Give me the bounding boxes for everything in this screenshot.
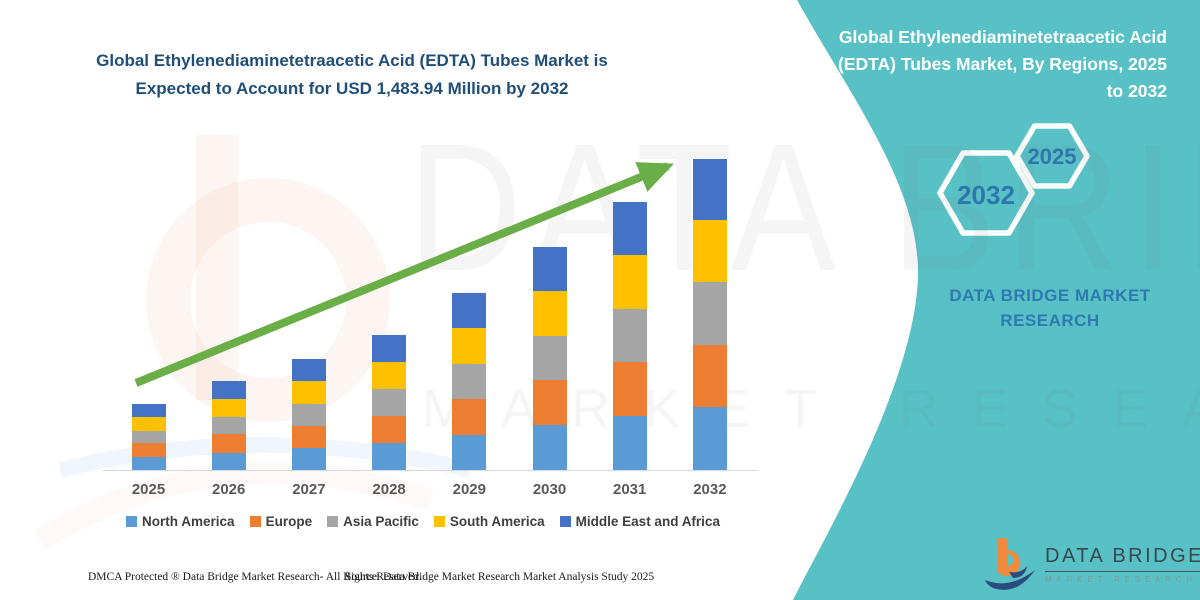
panel-title: Global Ethylenediaminetetraacetic Acid (… (837, 27, 1167, 102)
bar-segment-europe (532, 380, 567, 426)
hexagon-2025 (1014, 123, 1090, 189)
legend-label: North America (142, 514, 235, 529)
bar-segment-south-america (532, 291, 567, 337)
bar-segment-middle-east-and-africa (692, 159, 727, 221)
chart-legend: North America Europe Asia Pacific South Ame… (85, 514, 761, 529)
logo-watermark (34, 135, 472, 550)
source-text: Source: Data Bridge Market Research Mark… (345, 571, 655, 583)
dmca-copyright-text: DMCA Protected ® Data Bridge Market Rese… (88, 571, 422, 583)
bar-segment-north-america (452, 434, 487, 471)
stacked-bar-2026 (211, 381, 246, 471)
hexagon-2032 (937, 150, 1035, 236)
bar-segment-south-america (612, 254, 647, 309)
legend-swatch-icon (249, 516, 261, 527)
bar-segment-middle-east-and-africa (452, 292, 487, 329)
legend-label: Middle East and Africa (575, 514, 720, 529)
bar-segment-middle-east-and-africa (612, 201, 647, 255)
legend-swatch-icon (433, 516, 445, 527)
bar-segment-south-america (131, 417, 166, 432)
bar-segment-asia-pacific (372, 389, 407, 416)
bar-segment-middle-east-and-africa (211, 381, 246, 399)
stacked-bar-2029 (452, 292, 487, 471)
bar-segment-north-america (131, 456, 166, 471)
legend-item-middle-east-and-africa: Middle East and Africa (559, 514, 720, 529)
legend-swatch-icon (126, 516, 138, 527)
stacked-bar-2031 (612, 201, 647, 471)
x-axis-tick-2026: 2026 (212, 481, 246, 498)
logo-subtitle-text: MARKET RESEARCH (1045, 574, 1197, 584)
bar-segment-europe (692, 345, 727, 408)
bar-segment-north-america (612, 415, 647, 471)
bar-segment-middle-east-and-africa (291, 358, 326, 382)
stacked-bar-2028 (372, 335, 407, 471)
bar-segment-asia-pacific (532, 336, 567, 381)
bar-segment-europe (372, 415, 407, 444)
x-axis-tick-2032: 2032 (693, 481, 727, 498)
legend-label: Europe (265, 514, 313, 529)
x-axis-tick-2025: 2025 (131, 481, 166, 498)
hexagon-year-2025: 2025 (1027, 144, 1077, 169)
legend-item-europe: Europe (249, 514, 313, 529)
bar-segment-asia-pacific (211, 417, 246, 435)
bar-segment-europe (291, 425, 326, 448)
bar-segment-north-america (692, 407, 727, 471)
legend-swatch-icon (327, 516, 339, 527)
bar-segment-europe (612, 362, 647, 416)
legend-swatch-icon (559, 516, 571, 527)
stacked-bar-2032 (692, 159, 727, 471)
legend-label: Asia Pacific (343, 514, 419, 529)
x-axis-tick-2028: 2028 (372, 481, 406, 498)
bar-segment-north-america (291, 447, 326, 471)
bar-segment-south-america (372, 361, 407, 390)
x-axis-tick-2030: 2030 (532, 481, 567, 498)
x-axis-tick-2027: 2027 (292, 481, 326, 498)
bar-segment-middle-east-and-africa (372, 335, 407, 362)
stacked-bar-2025 (131, 403, 166, 471)
stacked-bar-2030 (532, 246, 567, 471)
bar-segment-europe (131, 443, 166, 457)
hexagon-year-2032: 2032 (957, 180, 1015, 210)
bar-segment-asia-pacific (692, 282, 727, 346)
bar-segment-asia-pacific (131, 431, 166, 444)
bar-segment-middle-east-and-africa (131, 403, 166, 418)
chart-title: Global Ethylenediaminetetraacetic Acid (… (96, 51, 608, 99)
bar-segment-south-america (291, 381, 326, 404)
company-logo: DATA BRIDGE MARKET RESEARCH (983, 536, 1200, 592)
legend-label: South America (449, 514, 545, 529)
x-axis-line (103, 470, 758, 471)
x-axis-tick-2031: 2031 (613, 481, 647, 498)
legend-item-asia-pacific: Asia Pacific (327, 514, 419, 529)
legend-item-south-america: South America (433, 514, 545, 529)
legend-item-north-america: North America (126, 514, 235, 529)
stacked-bar-2027 (291, 358, 326, 471)
data-bridge-logo-icon (985, 538, 1035, 590)
bar-segment-asia-pacific (612, 308, 647, 363)
bar-segment-south-america (452, 328, 487, 364)
bar-segment-middle-east-and-africa (532, 246, 567, 292)
bar-segment-asia-pacific (452, 363, 487, 399)
bar-segment-north-america (211, 452, 246, 471)
bar-segment-south-america (692, 220, 727, 283)
bar-segment-north-america (532, 425, 567, 471)
bar-segment-north-america (372, 443, 407, 471)
bar-segment-south-america (211, 398, 246, 418)
bar-segment-europe (211, 434, 246, 453)
x-axis-tick-2029: 2029 (452, 481, 486, 498)
brand-wordmark: DATA BRIDGE MARKET RESEARCH (949, 286, 1151, 330)
logo-name-text: DATA BRIDGE (1045, 545, 1200, 572)
bar-segment-europe (452, 398, 487, 435)
teal-panel-shape (793, 0, 1200, 600)
bar-segment-asia-pacific (291, 403, 326, 426)
